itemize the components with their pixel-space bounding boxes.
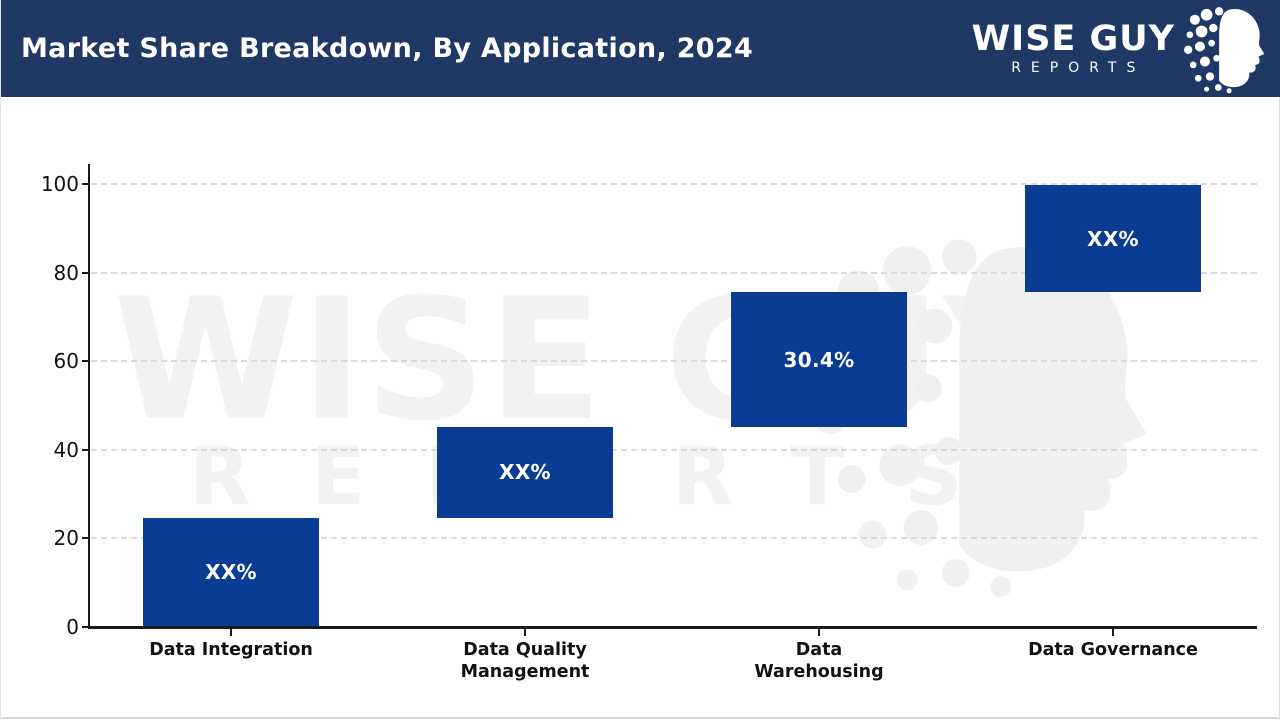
y-gridline — [91, 360, 1257, 363]
bar-segment: XX% — [1025, 185, 1201, 293]
bar-value-label: XX% — [499, 460, 551, 485]
y-gridline — [91, 271, 1257, 274]
chart-title: Market Share Breakdown, By Application, … — [21, 33, 754, 64]
y-axis-tick-label: 60 — [53, 349, 79, 374]
x-axis-tick-mark — [524, 629, 526, 636]
bottom-border — [1, 717, 1279, 719]
x-axis-tick-mark — [818, 629, 820, 636]
y-gridline — [91, 448, 1257, 451]
header-bar: Market Share Breakdown, By Application, … — [1, 0, 1280, 97]
y-axis-tick-mark — [82, 360, 89, 363]
x-category-label: Data Quality Management — [460, 640, 590, 682]
bar-segment: 30.4% — [731, 292, 907, 428]
x-axis-line — [88, 626, 1257, 629]
y-axis-tick-label: 0 — [66, 615, 79, 639]
y-axis-tick-label: 20 — [53, 526, 79, 551]
bar-segment: XX% — [437, 427, 613, 518]
bar-value-label: XX% — [205, 560, 257, 585]
brand-name-text: WISE GUY — [971, 18, 1175, 59]
y-axis-tick-mark — [82, 271, 89, 274]
y-axis-tick-mark — [82, 448, 89, 451]
brand-reports-text: REPORTS — [1011, 59, 1146, 76]
x-category-label: Data Governance — [1028, 640, 1198, 660]
y-axis-tick-label: 100 — [40, 171, 79, 196]
y-gridline — [91, 182, 1257, 185]
y-axis-tick-label: 40 — [53, 437, 79, 462]
bar-value-label: 30.4% — [783, 347, 855, 372]
x-axis-tick-mark — [1112, 629, 1114, 636]
x-axis-tick-mark — [230, 629, 232, 636]
brand-wordmark: WISE GUY REPORTS — [971, 18, 1175, 76]
y-axis-tick-label: 80 — [53, 260, 79, 285]
y-axis-tick-mark — [82, 626, 89, 628]
bar-value-label: XX% — [1087, 226, 1139, 251]
dotted-head-logo-icon — [1184, 6, 1265, 93]
x-category-label: Data Warehousing — [754, 640, 884, 682]
y-axis-tick-mark — [82, 537, 89, 540]
y-axis-tick-mark — [82, 182, 89, 185]
bar-segment: XX% — [143, 517, 319, 627]
x-category-label: Data Integration — [149, 640, 313, 660]
y-axis-line — [88, 164, 90, 629]
y-gridline — [91, 537, 1257, 540]
brand-logo: WISE GUY REPORTS — [972, 3, 1280, 95]
